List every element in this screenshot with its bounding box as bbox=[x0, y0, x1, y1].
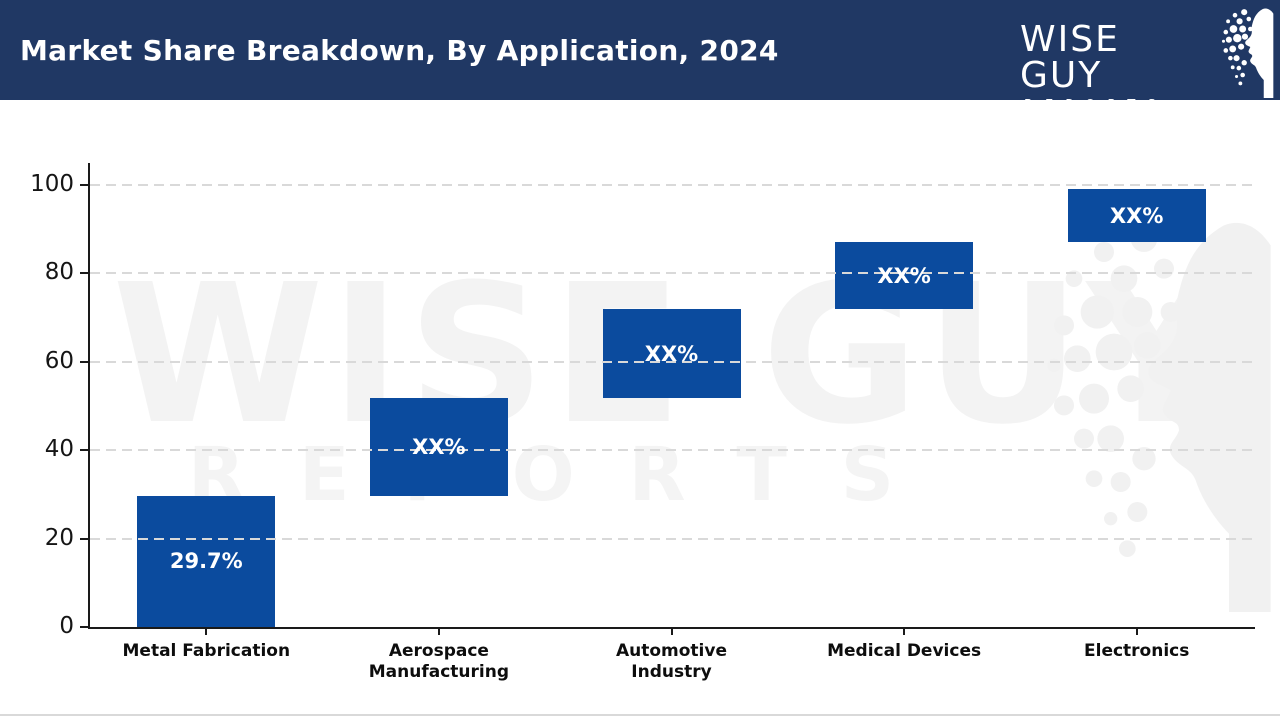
x-axis-line bbox=[88, 627, 1255, 629]
bar-medical-devices bbox=[835, 242, 974, 309]
y-tick-mark bbox=[80, 360, 88, 363]
y-tick-mark bbox=[80, 537, 88, 540]
y-tick-label-100: 100 bbox=[30, 171, 74, 197]
bar-value-label-electronics: XX% bbox=[1109, 203, 1164, 228]
y-tick-mark bbox=[80, 449, 88, 452]
gridline-20 bbox=[90, 537, 1253, 540]
y-tick-mark bbox=[80, 626, 88, 628]
bar-value-label-automotive-industry: XX% bbox=[644, 341, 699, 366]
x-tick-label-automotive-industry: Automotive Industry bbox=[615, 641, 727, 683]
y-tick-label-40: 40 bbox=[44, 436, 74, 463]
bar-value-label-metal-fabrication: 29.7% bbox=[169, 549, 243, 574]
gridline-60 bbox=[90, 360, 1253, 363]
bar-electronics bbox=[1067, 189, 1206, 243]
brand-text: WISE GUY REPORTS bbox=[1020, 19, 1202, 114]
page-title: Market Share Breakdown, By Application, … bbox=[20, 33, 779, 67]
gridline-80 bbox=[90, 272, 1253, 275]
bar-value-label-medical-devices: XX% bbox=[877, 263, 931, 288]
y-tick-label-0: 0 bbox=[59, 613, 74, 639]
x-tick-label-metal-fabrication: Metal Fabrication bbox=[122, 641, 291, 661]
x-tick-label-electronics: Electronics bbox=[1084, 641, 1190, 661]
bottom-divider bbox=[0, 714, 1280, 716]
brand-logo: WISE GUY REPORTS bbox=[1020, 0, 1270, 113]
y-axis-line bbox=[88, 163, 90, 629]
bar-metal-fabrication bbox=[137, 495, 276, 627]
x-tick-mark bbox=[670, 628, 673, 635]
header-bar: Market Share Breakdown, By Application, … bbox=[0, 0, 1280, 113]
watermark: WISE GUY REPORTS bbox=[0, 100, 1280, 714]
x-tick-label-medical-devices: Medical Devices bbox=[827, 641, 982, 661]
x-tick-label-aerospace-manufacturing: Aerospace Manufacturing bbox=[368, 641, 510, 683]
brand-name: WISE GUY bbox=[1020, 19, 1120, 96]
bar-value-label-aerospace-manufacturing: XX% bbox=[412, 435, 466, 460]
x-tick-mark bbox=[903, 628, 906, 635]
x-tick-mark bbox=[1135, 628, 1138, 635]
y-tick-mark bbox=[80, 272, 88, 275]
gridline-100 bbox=[90, 184, 1253, 186]
gridline-40 bbox=[90, 449, 1253, 452]
y-tick-label-20: 20 bbox=[44, 524, 74, 551]
y-tick-label-60: 60 bbox=[44, 347, 74, 374]
x-tick-mark bbox=[205, 628, 208, 635]
bar-aerospace-manufacturing bbox=[369, 398, 508, 496]
y-tick-mark bbox=[80, 184, 88, 186]
x-tick-mark bbox=[437, 628, 440, 635]
bar-automotive-industry bbox=[602, 308, 741, 399]
brand-subtitle: REPORTS bbox=[1024, 98, 1168, 113]
y-tick-label-80: 80 bbox=[44, 259, 74, 286]
